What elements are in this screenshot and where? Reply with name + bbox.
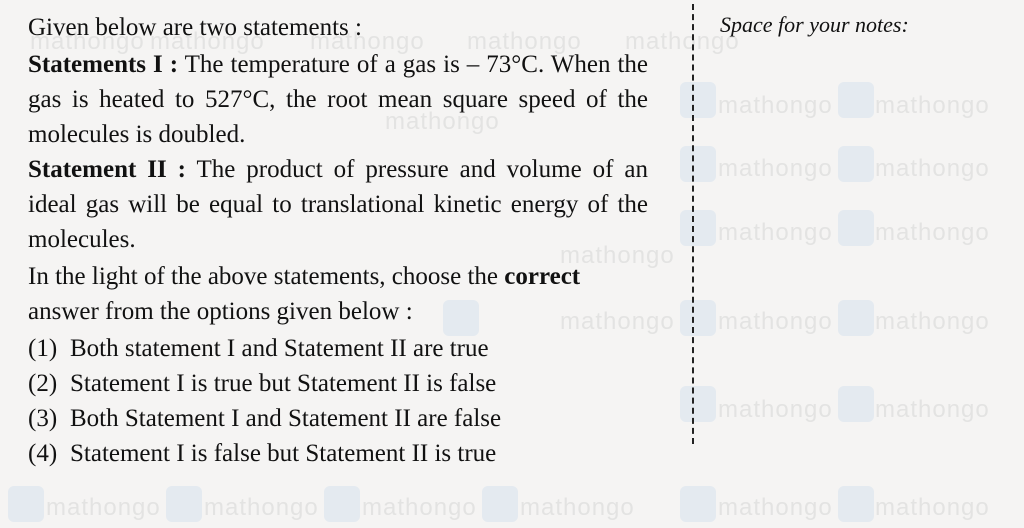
prompt-post: answer from the options given below :	[28, 298, 413, 325]
option-2-text: Statement I is true but Statement II is …	[70, 366, 496, 401]
option-1-text: Both statement I and Statement II are tr…	[70, 331, 489, 366]
options-list: (1) Both statement I and Statement II ar…	[28, 331, 648, 471]
option-4-num: (4)	[28, 436, 64, 471]
column-divider	[692, 4, 694, 444]
option-3: (3) Both Statement I and Statement II ar…	[28, 401, 648, 436]
option-4-text: Statement I is false but Statement II is…	[70, 436, 496, 471]
statement-1: Statements I : The temperature of a gas …	[28, 47, 648, 152]
question-prompt: In the light of the above statements, ch…	[28, 259, 648, 329]
prompt-correct: correct	[504, 263, 580, 290]
prompt-pre: In the light of the above statements, ch…	[28, 263, 504, 290]
statement-2: Statement II : The product of pressure a…	[28, 152, 648, 257]
content-wrapper: Given below are two statements : Stateme…	[0, 0, 1024, 528]
question-column: Given below are two statements : Stateme…	[0, 0, 670, 528]
statement-2-label: Statement II :	[28, 156, 186, 183]
option-4: (4) Statement I is false but Statement I…	[28, 436, 648, 471]
option-3-num: (3)	[28, 401, 64, 436]
option-3-text: Both Statement I and Statement II are fa…	[70, 401, 501, 436]
option-2: (2) Statement I is true but Statement II…	[28, 366, 648, 401]
option-2-num: (2)	[28, 366, 64, 401]
notes-label: Space for your notes:	[720, 12, 909, 38]
statement-1-label: Statements I :	[28, 51, 178, 78]
option-1: (1) Both statement I and Statement II ar…	[28, 331, 648, 366]
question-intro: Given below are two statements :	[28, 10, 648, 45]
option-1-num: (1)	[28, 331, 64, 366]
